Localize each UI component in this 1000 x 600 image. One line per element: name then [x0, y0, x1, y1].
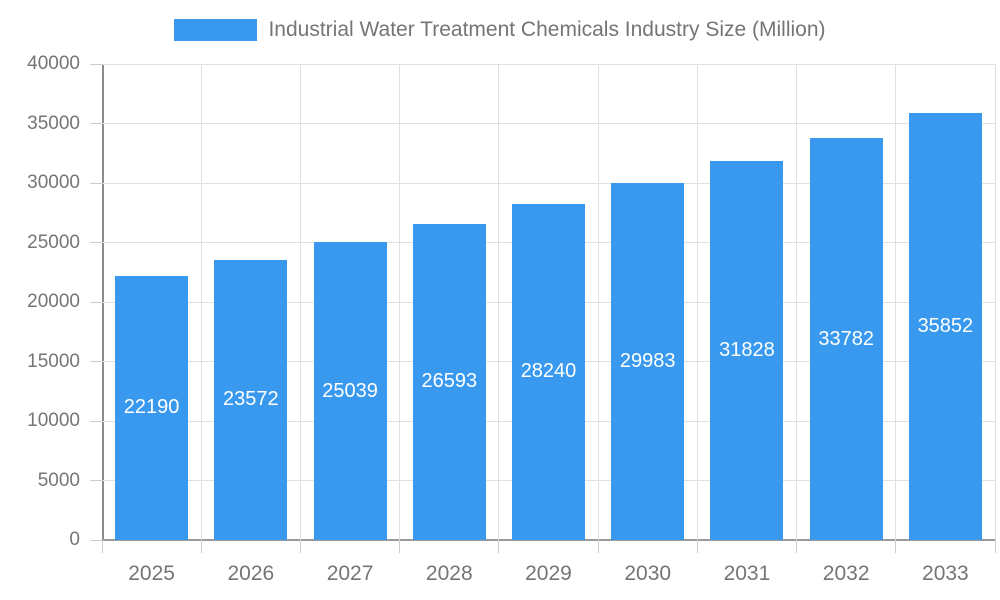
x-axis-tick — [399, 540, 401, 553]
bar-value-label: 22190 — [123, 396, 180, 419]
y-axis-tick — [90, 123, 102, 124]
bar-value-label: 28240 — [520, 360, 577, 383]
bar-value-label: 35852 — [917, 315, 974, 338]
bar-2026[interactable]: 23572 — [214, 259, 288, 540]
x-axis-label: 2029 — [525, 562, 572, 585]
y-axis-tick — [90, 420, 102, 422]
bar-value-label: 33782 — [818, 327, 874, 350]
y-gridline — [102, 63, 995, 65]
bar-2033[interactable]: 35852 — [908, 113, 982, 540]
x-gridline — [796, 64, 798, 540]
x-axis-tick — [299, 540, 301, 553]
bar-2027[interactable]: 25039 — [313, 242, 387, 540]
y-gridline — [102, 182, 995, 184]
chart-legend[interactable]: Industrial Water Treatment Chemicals Ind… — [0, 18, 1000, 42]
y-axis-tick — [90, 182, 102, 184]
plot-area: 0 5000 10000 15000 20000 25000 30000 35000 40000… — [27, 53, 996, 585]
bar-value-label: 25039 — [322, 379, 378, 402]
y-axis-label: 20000 — [27, 291, 80, 312]
x-axis-tick — [796, 540, 798, 553]
x-gridline — [696, 64, 698, 540]
y-axis-label: 40000 — [27, 53, 80, 74]
x-gridline — [597, 64, 599, 540]
x-gridline — [994, 64, 996, 540]
bar-value-label: 29983 — [619, 350, 676, 373]
x-axis-label: 2028 — [425, 562, 473, 585]
y-axis-label: 0 — [69, 529, 80, 550]
y-axis-label: 35000 — [27, 112, 80, 134]
bar-2030[interactable]: 29983 — [611, 183, 685, 540]
x-axis-line — [102, 539, 995, 541]
x-axis-tick — [696, 540, 698, 553]
y-axis-label: 10000 — [27, 410, 80, 431]
x-axis-tick — [994, 540, 996, 553]
x-axis-tick — [895, 540, 897, 553]
x-axis-label: 2025 — [128, 562, 175, 585]
y-axis-tick — [90, 361, 102, 362]
x-gridline — [399, 64, 401, 540]
x-axis-label: 2031 — [723, 562, 771, 585]
x-axis-tick — [101, 540, 103, 553]
y-axis-tick — [90, 480, 102, 481]
x-gridline — [200, 64, 202, 540]
x-axis-tick — [597, 540, 599, 553]
x-axis-label: 2033 — [922, 562, 969, 585]
x-gridline — [895, 64, 897, 540]
x-axis-label: 2027 — [326, 562, 374, 585]
bar-value-label: 26593 — [421, 370, 478, 393]
x-axis-tick — [200, 540, 202, 553]
x-axis-label: 2032 — [822, 562, 870, 585]
chart-title: Industrial Water Treatment Chemicals Ind… — [268, 18, 826, 41]
x-gridline — [498, 64, 500, 540]
y-axis-label: 15000 — [27, 350, 80, 372]
x-axis-tick — [498, 540, 500, 553]
bar-2025[interactable]: 22190 — [115, 275, 189, 540]
y-axis-tick — [90, 539, 102, 541]
bar-value-label: 23572 — [223, 388, 279, 411]
y-axis-label: 5000 — [37, 469, 80, 491]
legend-color-swatch — [174, 19, 258, 41]
y-axis-tick — [90, 242, 102, 243]
bar-value-label: 31828 — [719, 339, 775, 362]
y-axis-label: 30000 — [27, 172, 80, 193]
x-axis-label: 2030 — [624, 562, 672, 585]
y-axis-tick — [90, 301, 102, 303]
bar-2029[interactable]: 28240 — [512, 203, 585, 540]
bar-2028[interactable]: 26593 — [412, 223, 486, 540]
bar-2031[interactable]: 31828 — [710, 161, 784, 540]
bar-2032[interactable]: 33782 — [809, 138, 883, 540]
x-axis-label: 2026 — [227, 562, 275, 585]
y-axis-tick — [90, 63, 102, 65]
y-axis-label: 25000 — [27, 231, 80, 253]
y-gridline — [102, 123, 995, 124]
x-gridline — [299, 64, 301, 540]
